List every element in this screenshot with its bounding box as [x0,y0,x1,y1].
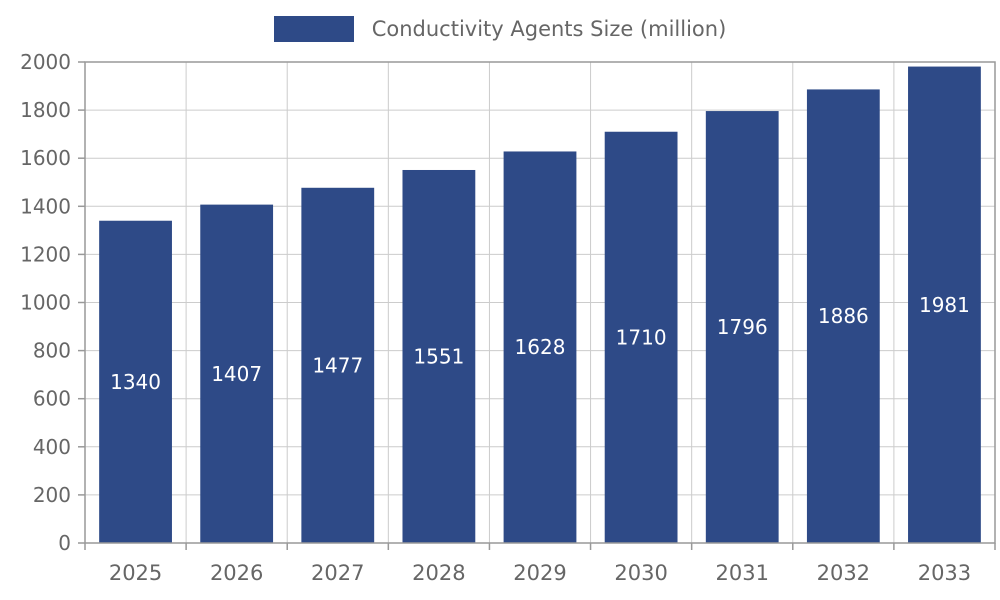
x-tick-label: 2028 [412,561,465,585]
x-tick-label: 2025 [109,561,162,585]
bar-value-label: 1628 [515,335,566,359]
y-tick-label: 400 [33,435,71,459]
y-tick-label: 1400 [20,194,71,218]
y-tick-label: 0 [58,531,71,555]
bar-value-label: 1710 [616,325,667,349]
bar-value-label: 1551 [413,344,464,368]
bar-2027 [301,187,375,543]
legend-label: Conductivity Agents Size (million) [371,17,727,41]
y-tick-label: 1600 [20,146,71,170]
y-tick-label: 1000 [20,291,71,315]
legend-swatch [273,16,354,42]
y-tick-label: 200 [33,483,71,507]
bar-2031 [705,111,779,543]
bar-2030 [604,131,678,543]
x-tick-label: 2032 [817,561,870,585]
bar-value-label: 1796 [717,315,768,339]
y-tick-label: 600 [33,387,71,411]
legend: Conductivity Agents Size (million) [0,16,1000,42]
x-tick-label: 2029 [513,561,566,585]
plot-frame [84,61,996,544]
x-tick-label: 2033 [918,561,971,585]
bar-value-label: 1407 [211,362,262,386]
bar-value-label: 1477 [312,353,363,377]
x-tick-label: 2026 [210,561,263,585]
x-tick-label: 2027 [311,561,364,585]
bar-2033 [908,66,981,543]
bar-2029 [503,151,577,543]
x-tick-label: 2031 [715,561,768,585]
y-tick-label: 1200 [20,242,71,266]
bar-value-label: 1981 [919,293,970,317]
bar-2025 [99,220,172,544]
bar-2026 [200,204,274,543]
y-tick-label: 800 [33,339,71,363]
x-tick-label: 2030 [614,561,667,585]
bar-2028 [402,169,476,543]
bar-value-label: 1886 [818,304,869,328]
bar-value-label: 1340 [110,370,161,394]
y-tick-label: 1800 [20,98,71,122]
y-tick-label: 2000 [20,50,71,74]
bar-2032 [806,89,880,544]
